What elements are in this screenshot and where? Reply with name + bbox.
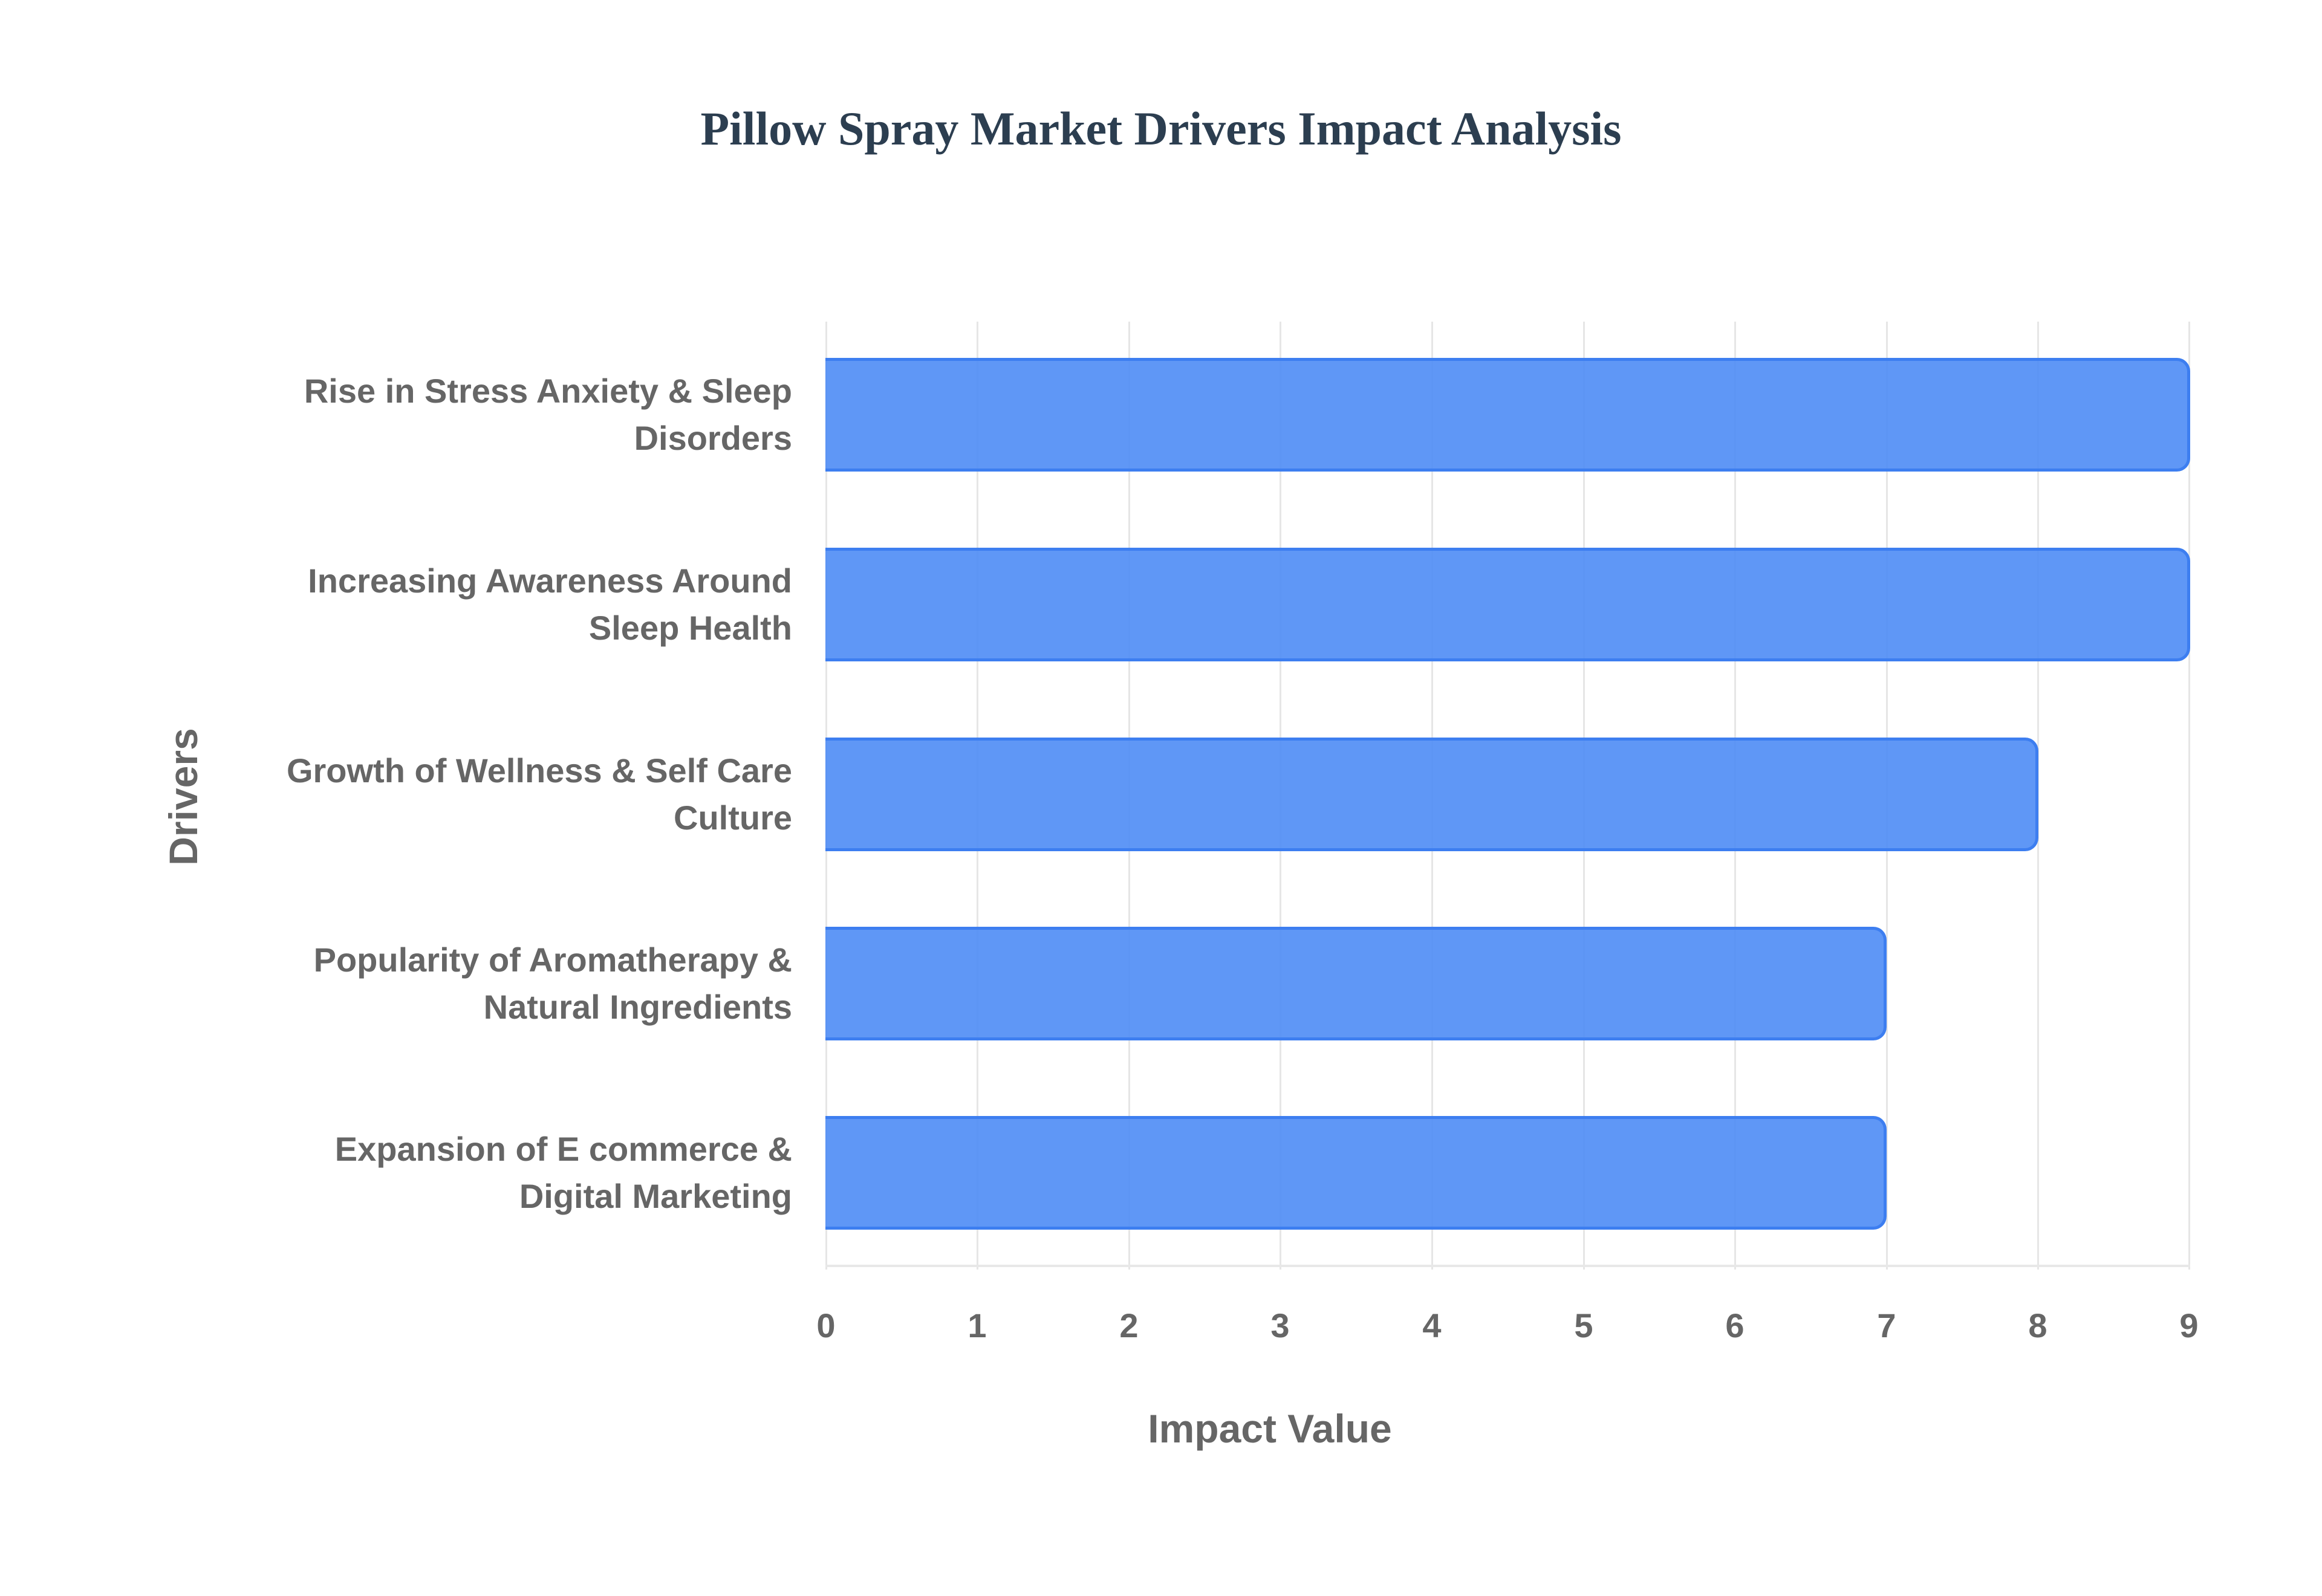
x-tick-8: 8 — [2028, 1306, 2047, 1345]
x-tick-6: 6 — [1725, 1306, 1745, 1345]
label-line: Increasing Awareness Around — [308, 562, 792, 600]
label-line: Sleep Health — [588, 609, 792, 647]
x-tick-3: 3 — [1270, 1306, 1290, 1345]
x-axis-title: Impact Value — [1148, 1406, 1392, 1451]
label-line: Growth of Wellness & Self Care — [286, 751, 792, 790]
label-line: Rise in Stress Anxiety & Sleep — [304, 372, 792, 410]
gridline-9 — [2188, 322, 2190, 1270]
label-line: Disorders — [634, 419, 792, 457]
bar-1[interactable] — [825, 548, 2190, 661]
chart-title: Pillow Spray Market Drivers Impact Analy… — [700, 102, 1622, 155]
y-tick-label-1: Increasing Awareness Around Sleep Health — [187, 557, 792, 652]
bar-2[interactable] — [825, 738, 2039, 851]
x-tick-2: 2 — [1119, 1306, 1139, 1345]
x-tick-1: 1 — [968, 1306, 987, 1345]
y-tick-label-2: Growth of Wellness & Self Care Culture — [187, 747, 792, 842]
x-tick-0: 0 — [816, 1306, 836, 1345]
y-tick-label-3: Popularity of Aromatherapy & Natural Ing… — [187, 936, 792, 1031]
label-line: Digital Marketing — [519, 1177, 792, 1215]
plot-area — [825, 322, 2190, 1270]
bar-4[interactable] — [825, 1116, 1887, 1230]
bar-0[interactable] — [825, 358, 2190, 472]
x-tick-5: 5 — [1574, 1306, 1593, 1345]
x-tick-9: 9 — [2179, 1306, 2199, 1345]
y-tick-label-4: Expansion of E commerce & Digital Market… — [187, 1126, 792, 1220]
label-line: Popularity of Aromatherapy & — [313, 941, 792, 979]
y-tick-label-0: Rise in Stress Anxiety & Sleep Disorders — [187, 368, 792, 462]
label-line: Culture — [674, 799, 792, 837]
x-tick-4: 4 — [1422, 1306, 1442, 1345]
label-line: Expansion of E commerce & — [334, 1130, 792, 1168]
x-tick-7: 7 — [1877, 1306, 1896, 1345]
label-line: Natural Ingredients — [483, 988, 792, 1026]
bar-3[interactable] — [825, 927, 1887, 1040]
x-axis-line — [825, 1265, 2190, 1267]
